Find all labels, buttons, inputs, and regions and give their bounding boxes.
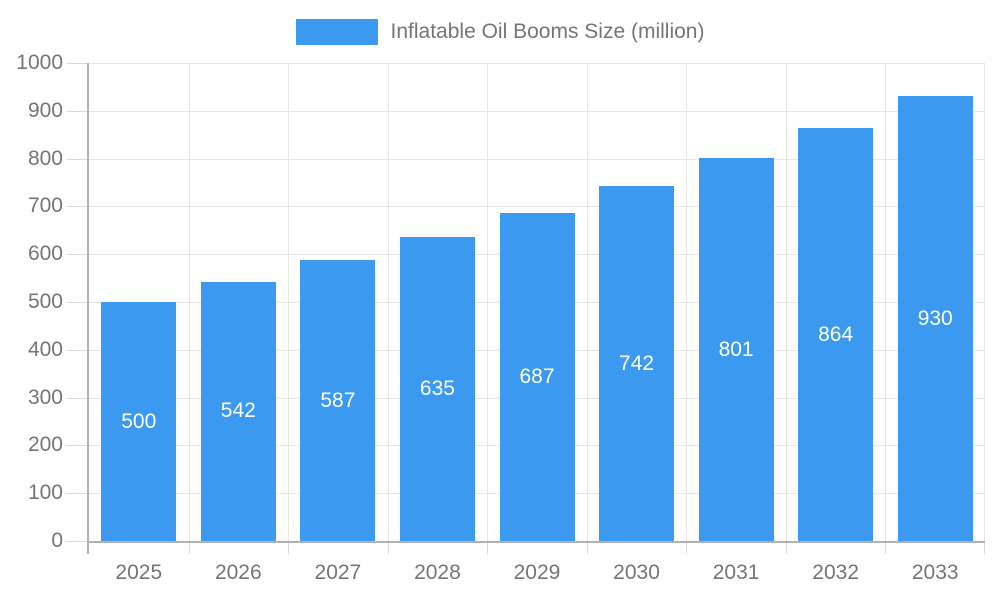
x-axis-label: 2026 (214, 561, 262, 584)
bar[interactable]: 801 (698, 158, 774, 541)
y-axis-tick (67, 158, 87, 160)
v-gridline (288, 63, 290, 541)
bar[interactable]: 635 (399, 237, 475, 541)
y-axis-tick (67, 110, 87, 112)
bar[interactable]: 500 (101, 302, 177, 541)
plot-area: 500 542 587 635 687 742 801 864 930 (67, 63, 985, 554)
bar-value-label: 742 (619, 351, 655, 375)
bar-value-label: 687 (519, 364, 555, 388)
bar-value-label: 864 (818, 322, 854, 346)
v-gridline (686, 63, 688, 541)
x-axis-label: 2032 (812, 561, 859, 584)
h-gridline (89, 63, 985, 64)
v-gridline (487, 63, 489, 541)
x-axis-label: 2028 (414, 561, 461, 584)
y-axis-label: 100 (27, 481, 63, 505)
x-axis-tick (487, 543, 489, 554)
x-axis-tick (288, 543, 290, 554)
x-axis-tick (885, 543, 887, 554)
bar[interactable]: 687 (499, 212, 575, 541)
y-axis-label: 900 (27, 98, 63, 122)
bar-value-label: 500 (121, 409, 157, 433)
bar[interactable]: 742 (599, 186, 675, 541)
v-gridline (188, 63, 190, 541)
x-axis-label: 2029 (513, 561, 561, 584)
y-axis-label: 200 (27, 433, 63, 457)
y-axis-tick (67, 493, 87, 495)
y-axis-tick (67, 302, 87, 303)
bar[interactable]: 864 (798, 128, 874, 541)
v-gridline (885, 63, 887, 541)
bar[interactable]: 930 (897, 96, 973, 541)
y-axis-tick (67, 63, 87, 64)
x-axis-line (87, 541, 985, 543)
bar-value-label: 930 (917, 306, 953, 330)
h-gridline (89, 206, 985, 208)
bar-value-label: 635 (419, 377, 455, 401)
y-axis-label: 800 (27, 146, 63, 170)
x-axis-label: 2030 (613, 561, 660, 584)
bar[interactable]: 587 (300, 260, 376, 541)
bar-value-label: 587 (320, 388, 356, 412)
y-axis-tick (67, 397, 87, 399)
x-axis-tick (188, 543, 190, 554)
x-axis-tick (586, 543, 588, 554)
bar-value-label: 542 (220, 399, 256, 423)
y-axis-tick (67, 349, 87, 351)
v-gridline (387, 63, 389, 541)
y-axis-label: 0 (51, 529, 63, 552)
x-axis-label: 2033 (911, 561, 959, 584)
x-axis-tick (686, 543, 688, 554)
y-axis-label: 400 (27, 337, 63, 361)
y-axis-tick (67, 445, 87, 447)
y-axis-tick (67, 541, 87, 542)
h-gridline (89, 158, 985, 160)
bar-value-label: 801 (718, 337, 754, 361)
v-gridline (984, 63, 985, 541)
x-axis-label: 2027 (314, 561, 362, 584)
x-axis-tick (785, 543, 787, 554)
y-axis-label: 700 (27, 194, 63, 218)
x-axis-label: 2025 (115, 561, 163, 584)
x-axis-tick (387, 543, 389, 554)
y-axis-label: 600 (27, 242, 63, 266)
h-gridline (89, 110, 985, 112)
legend-swatch (295, 19, 378, 45)
x-axis-label: 2031 (712, 561, 760, 584)
y-axis-label: 300 (27, 385, 63, 409)
y-axis-label: 1000 (16, 51, 63, 74)
y-axis-tick (67, 206, 87, 208)
v-gridline (586, 63, 588, 541)
x-axis-tick (984, 543, 985, 554)
v-gridline (785, 63, 787, 541)
y-axis-tick (67, 254, 87, 256)
legend[interactable]: Inflatable Oil Booms Size (million) (0, 19, 1000, 45)
y-axis-label: 500 (27, 290, 63, 313)
legend-label: Inflatable Oil Booms Size (million) (390, 20, 705, 43)
bar[interactable]: 542 (200, 281, 276, 541)
y-axis-line (87, 63, 89, 554)
